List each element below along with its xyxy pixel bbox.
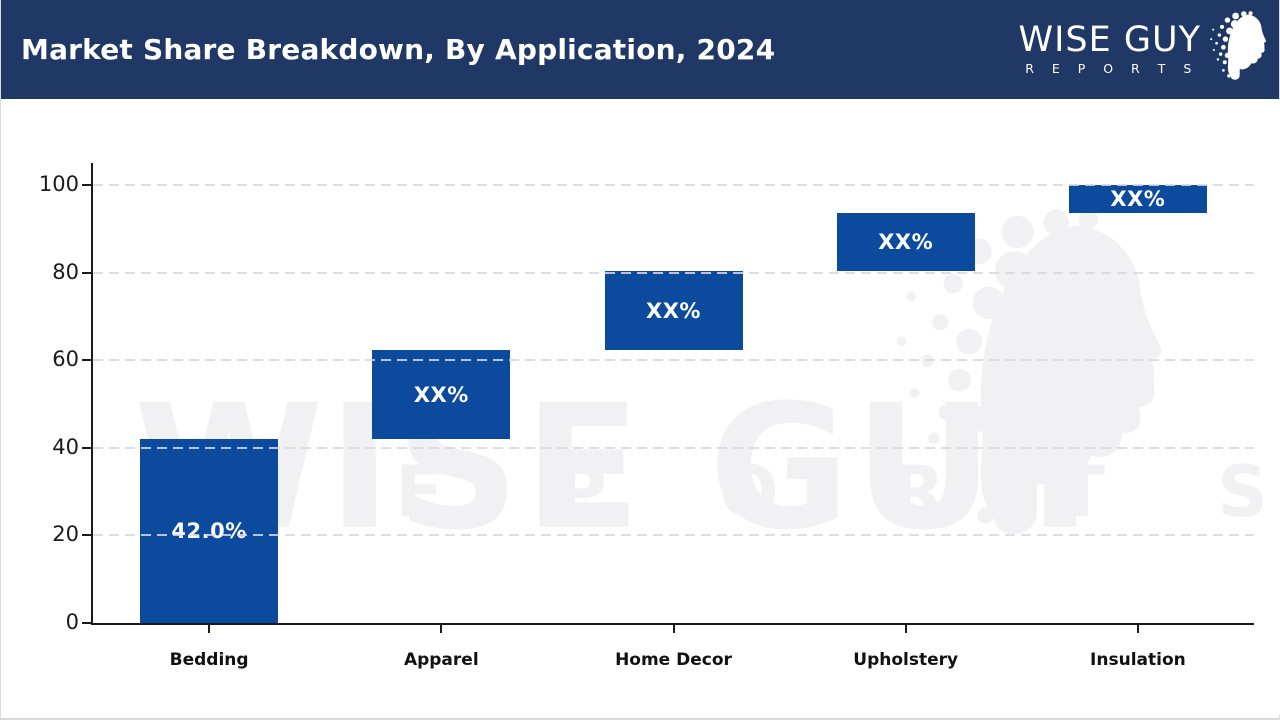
y-tick-mark (82, 359, 91, 362)
gridline (93, 271, 1254, 274)
bar-value-label: XX% (413, 382, 469, 407)
watermark-text-2: R E P O R T S (229, 451, 1280, 533)
plot-area: 0 20 40 60 80 100 42.0% Bedding XX% Apparel XX% Hom… (39, 163, 1254, 670)
gridline (93, 183, 1254, 186)
gridline (93, 534, 1254, 537)
x-axis-label: Apparel (403, 650, 479, 670)
waterfall-bar: XX% (1068, 184, 1207, 213)
x-tick-mark (672, 625, 675, 633)
x-axis-label: Upholstery (853, 650, 959, 670)
brand-logo: WISE GUY R E P O R T S (1018, 9, 1271, 91)
bar-value-label: XX% (878, 229, 934, 254)
gridline (93, 446, 1254, 449)
x-tick-mark (208, 625, 211, 633)
y-tick-mark (82, 622, 91, 624)
page-title: Market Share Breakdown, By Application, … (21, 33, 776, 66)
gridline (93, 359, 1254, 362)
bar-value-label: 42.0% (171, 519, 247, 543)
brand-logo-text: WISE GUY R E P O R T S (1018, 20, 1201, 77)
wise-guy-head-icon (1203, 9, 1271, 91)
y-tick-label: 80 (52, 259, 79, 284)
y-tick-label: 60 (52, 347, 79, 372)
chart-area: WISE GUY R E P O R T S 0 20 40 60 80 100 42.0%… (1, 99, 1280, 715)
y-tick-label: 0 (65, 610, 79, 634)
y-tick-mark (82, 446, 91, 449)
y-tick-label: 20 (52, 522, 79, 547)
brand-subname: R E P O R T S (1025, 61, 1199, 76)
y-tick-label: 100 (38, 171, 79, 196)
y-tick-mark (82, 534, 91, 537)
waterfall-bar: 42.0% (140, 439, 279, 623)
bar-value-label: XX% (646, 298, 701, 323)
waterfall-bar: XX% (372, 350, 511, 439)
x-axis-label: Bedding (169, 650, 249, 670)
y-tick-mark (82, 271, 91, 274)
y-tick-label: 40 (52, 434, 79, 459)
waterfall-bar: XX% (836, 212, 975, 272)
x-axis-label: Home Decor (615, 650, 732, 670)
x-tick-mark (440, 625, 443, 633)
waterfall-bar: XX% (604, 271, 743, 351)
bar-value-label: XX% (1110, 186, 1166, 211)
y-tick-mark (82, 183, 91, 186)
brand-name: WISE GUY (1018, 20, 1201, 60)
x-tick-mark (1136, 625, 1139, 633)
x-tick-mark (904, 625, 907, 633)
header-bar: Market Share Breakdown, By Application, … (1, 0, 1279, 99)
x-axis-label: Insulation (1090, 650, 1186, 670)
